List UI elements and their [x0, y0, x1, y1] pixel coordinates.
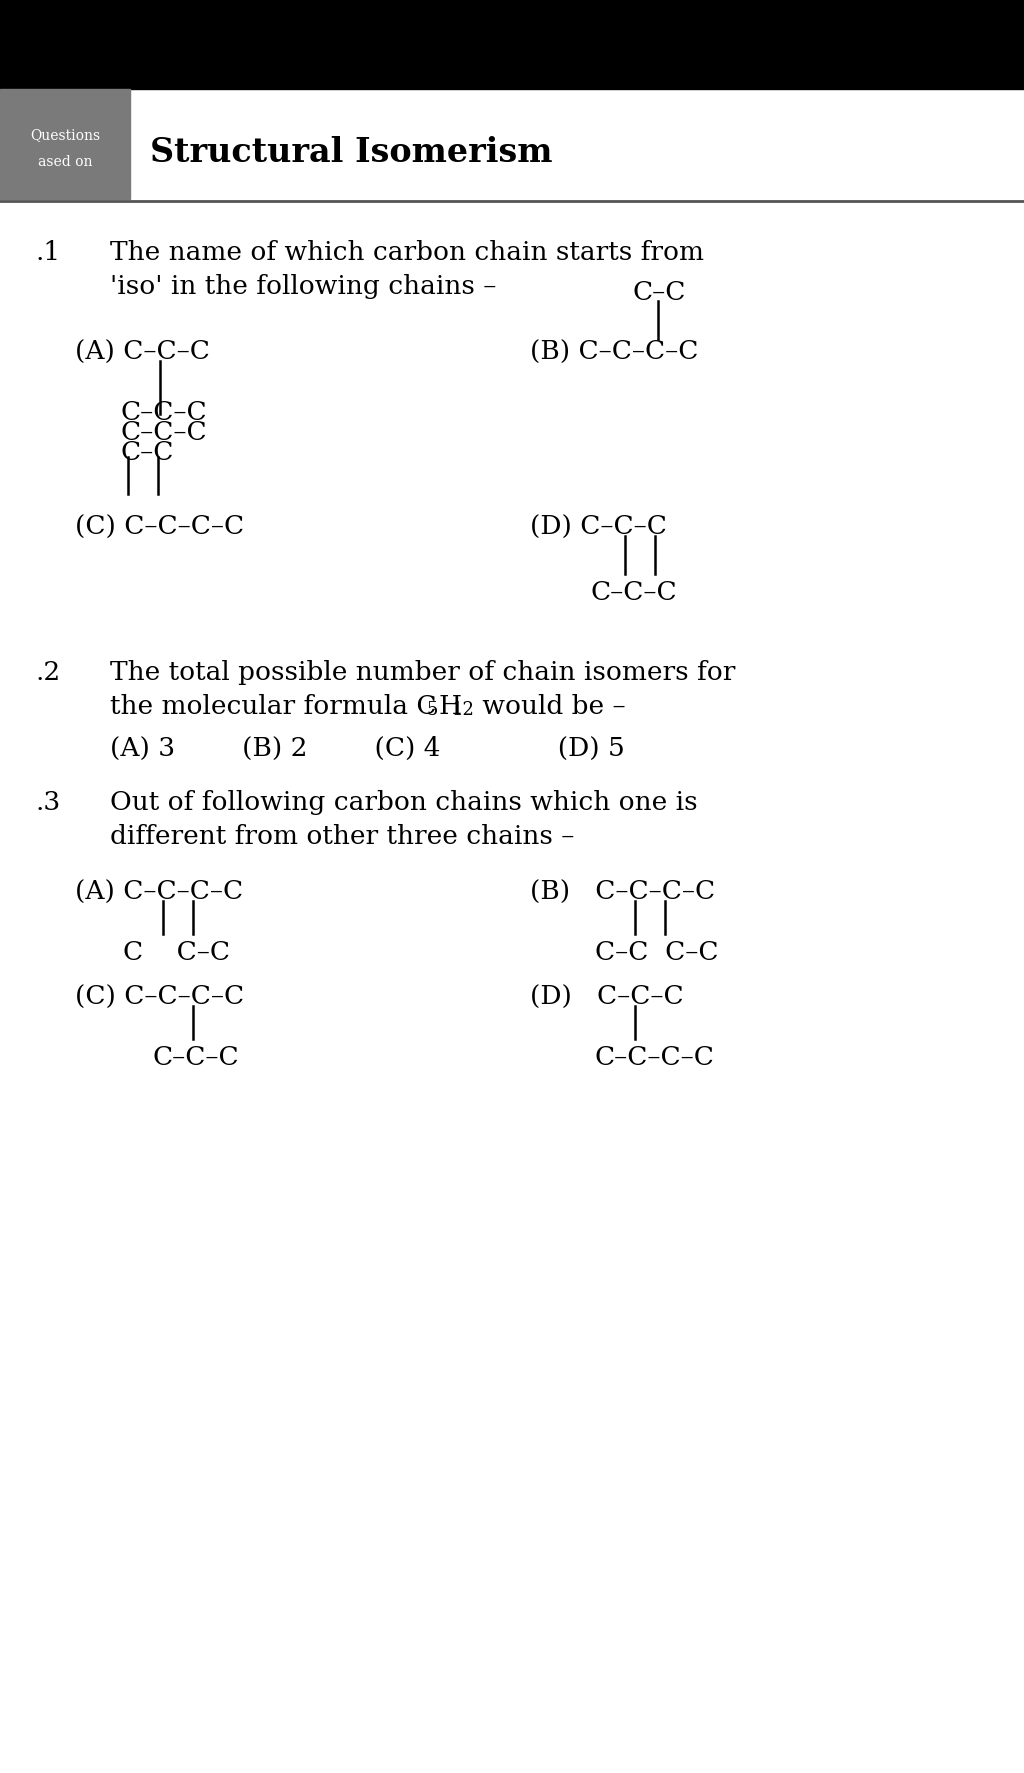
Text: C–C  C–C: C–C C–C [595, 940, 719, 965]
Text: would be –: would be – [474, 693, 626, 718]
Text: C–C–C: C–C–C [153, 1044, 240, 1069]
Text: 12: 12 [452, 700, 475, 718]
Text: Structural Isomerism: Structural Isomerism [150, 135, 553, 168]
Text: Questions: Questions [30, 128, 100, 142]
Text: The name of which carbon chain starts from: The name of which carbon chain starts fr… [110, 239, 705, 264]
Text: C–C–C: C–C–C [120, 399, 207, 426]
Text: 5: 5 [426, 700, 437, 718]
Text: ased on: ased on [38, 154, 92, 168]
Text: C–C–C–C: C–C–C–C [595, 1044, 715, 1069]
Text: .1: .1 [35, 239, 60, 264]
Bar [0, 0, 1024, 90]
Text: C–C–C: C–C–C [590, 580, 677, 605]
Text: Out of following carbon chains which one is: Out of following carbon chains which one… [110, 789, 697, 814]
Bar [0, 90, 130, 200]
Text: (A) C–C–C: (A) C–C–C [75, 340, 210, 365]
Text: (A) C–C–C–C: (A) C–C–C–C [75, 879, 243, 904]
Text: 'iso' in the following chains –: 'iso' in the following chains – [110, 273, 497, 300]
Text: C–C: C–C [120, 440, 173, 465]
Text: The total possible number of chain isomers for: The total possible number of chain isome… [110, 660, 735, 684]
Text: (D)   C–C–C: (D) C–C–C [530, 984, 684, 1009]
Text: C–C: C–C [633, 280, 686, 305]
Text: .2: .2 [35, 660, 60, 684]
Text: H: H [438, 693, 461, 718]
Text: C–C–C: C–C–C [120, 420, 207, 445]
Text: the molecular formula C: the molecular formula C [110, 693, 436, 718]
Text: (B) C–C–C–C: (B) C–C–C–C [530, 340, 698, 365]
Text: .3: .3 [35, 789, 60, 814]
Text: (C) C–C–C–C: (C) C–C–C–C [75, 514, 244, 539]
Text: (C) C–C–C–C: (C) C–C–C–C [75, 984, 244, 1009]
Text: (A) 3        (B) 2        (C) 4              (D) 5: (A) 3 (B) 2 (C) 4 (D) 5 [110, 736, 625, 761]
Text: different from other three chains –: different from other three chains – [110, 823, 574, 849]
Text: C    C–C: C C–C [123, 940, 230, 965]
Text: (D) C–C–C: (D) C–C–C [530, 514, 667, 539]
Text: (B)   C–C–C–C: (B) C–C–C–C [530, 879, 715, 904]
